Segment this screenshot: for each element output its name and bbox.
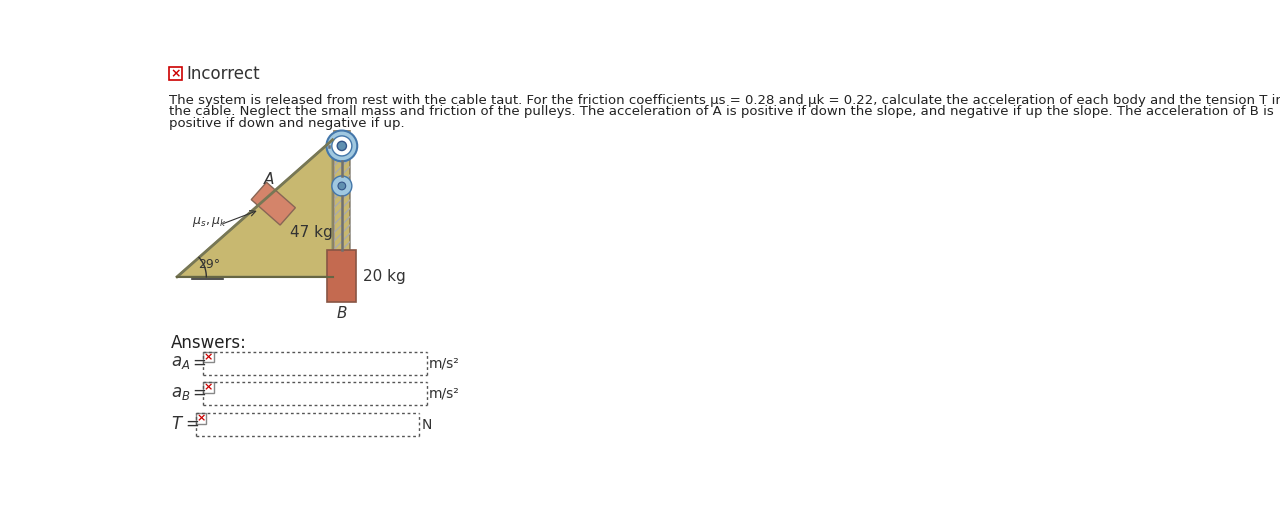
Text: =: =: [192, 354, 206, 371]
Text: N: N: [421, 418, 431, 431]
Text: $a_B$: $a_B$: [172, 384, 191, 402]
Text: 20 kg: 20 kg: [362, 268, 406, 283]
Circle shape: [337, 141, 347, 151]
Text: the cable. Neglect the small mass and friction of the pulleys. The acceleration : the cable. Neglect the small mass and fr…: [169, 105, 1274, 118]
Bar: [334, 131, 349, 280]
Text: m/s²: m/s²: [429, 387, 460, 401]
Text: ×: ×: [170, 67, 180, 80]
Text: 29°: 29°: [198, 258, 220, 271]
Circle shape: [332, 176, 352, 196]
Text: Answers:: Answers:: [172, 334, 247, 352]
Text: =: =: [184, 415, 198, 433]
Text: m/s²: m/s²: [429, 356, 460, 370]
Text: The system is released from rest with the cable taut. For the friction coefficie: The system is released from rest with th…: [169, 94, 1280, 107]
Polygon shape: [177, 140, 333, 277]
Text: $\mu_s, \mu_k$: $\mu_s, \mu_k$: [192, 215, 228, 229]
Text: positive if down and negative if up.: positive if down and negative if up.: [169, 117, 404, 130]
Circle shape: [332, 136, 352, 156]
Text: B: B: [337, 305, 347, 321]
FancyBboxPatch shape: [169, 66, 183, 81]
Text: A: A: [264, 172, 275, 187]
Bar: [328, 250, 356, 302]
Text: 47 kg: 47 kg: [291, 225, 333, 240]
Text: ×: ×: [196, 414, 206, 424]
Text: ×: ×: [204, 383, 214, 393]
Text: =: =: [192, 384, 206, 402]
Polygon shape: [251, 183, 296, 225]
Text: ×: ×: [204, 352, 214, 362]
Text: $T$: $T$: [172, 415, 184, 433]
FancyBboxPatch shape: [196, 413, 206, 424]
FancyBboxPatch shape: [204, 351, 214, 362]
Text: $a_A$: $a_A$: [172, 354, 191, 371]
Text: Incorrect: Incorrect: [187, 64, 260, 83]
FancyBboxPatch shape: [204, 382, 214, 393]
Circle shape: [326, 131, 357, 161]
Circle shape: [338, 182, 346, 190]
Bar: [334, 131, 349, 280]
